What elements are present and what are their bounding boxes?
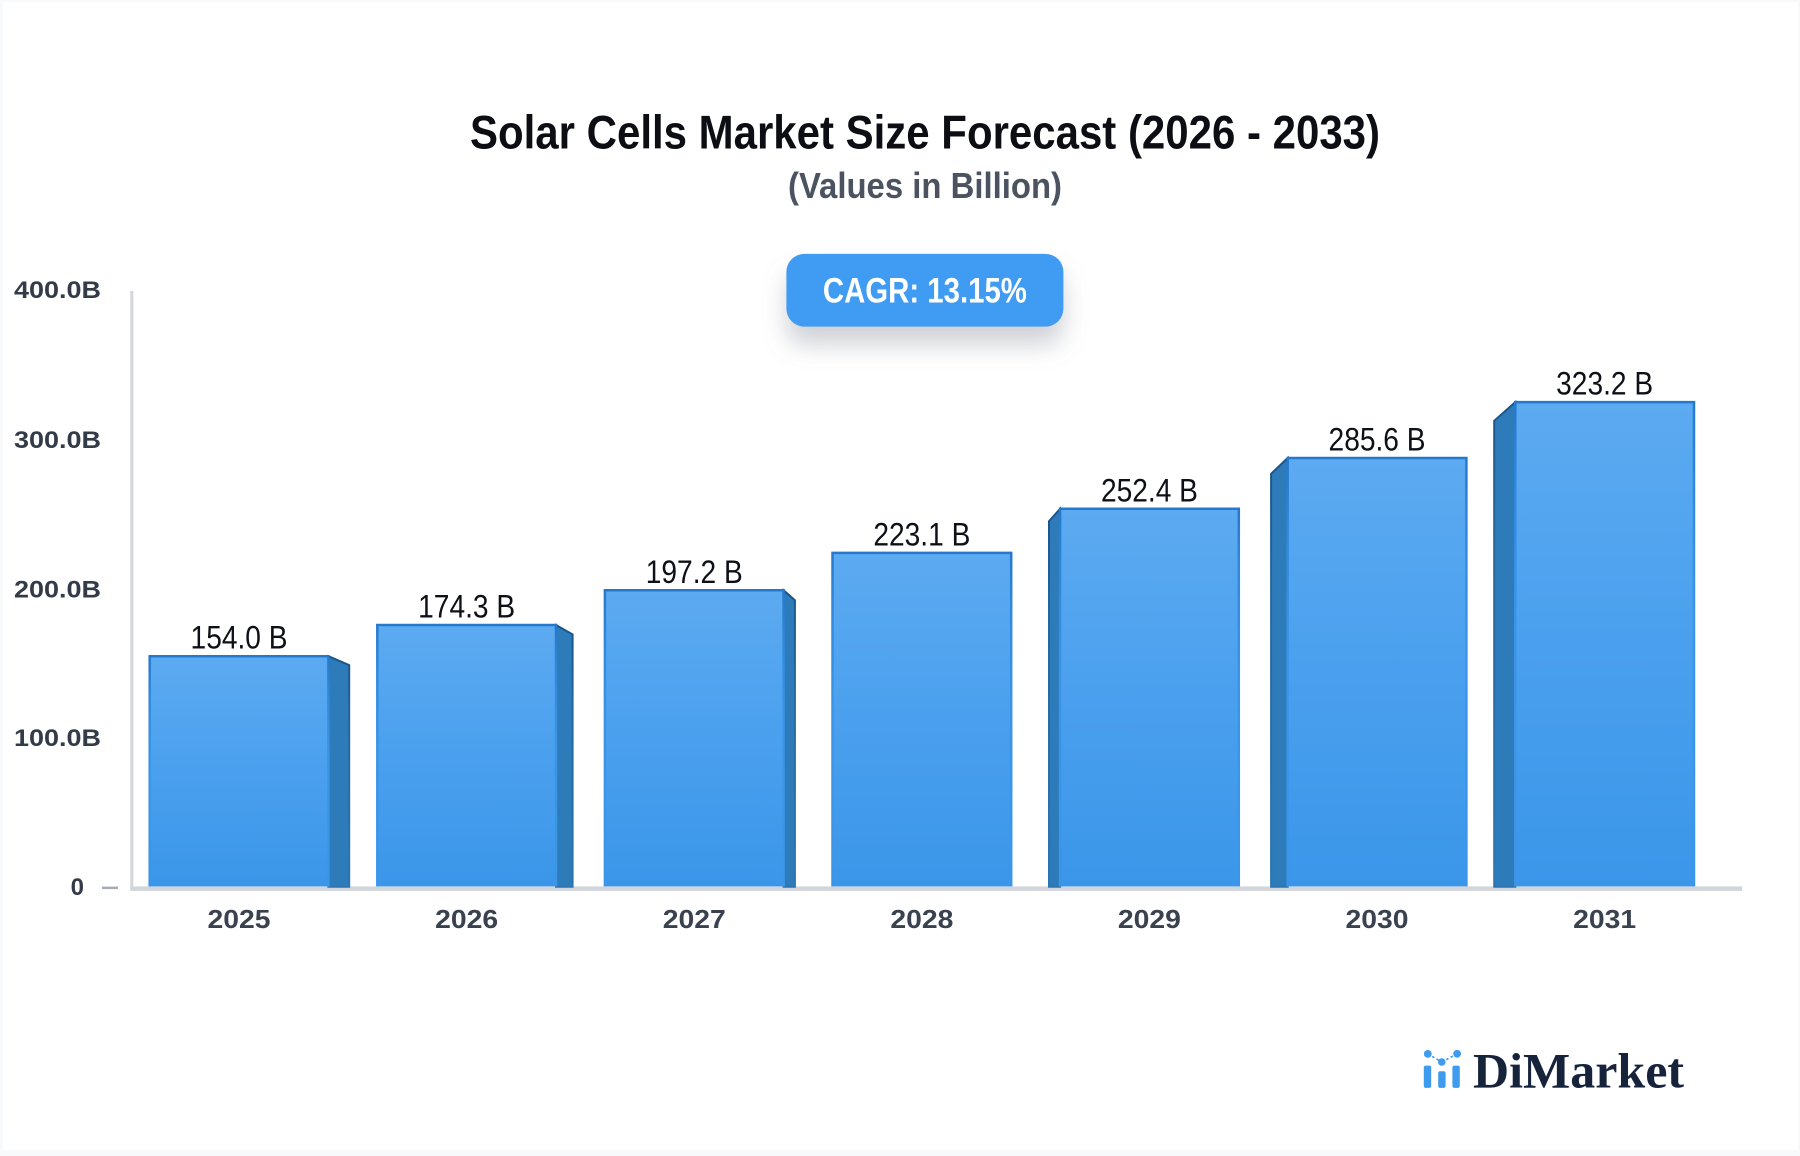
svg-text:0: 0 bbox=[71, 874, 84, 901]
svg-text:200.0B: 200.0B bbox=[14, 576, 101, 603]
svg-text:400.0B: 400.0B bbox=[14, 277, 101, 304]
svg-text:252.4 B: 252.4 B bbox=[1101, 472, 1198, 508]
svg-text:CAGR: 13.15%: CAGR: 13.15% bbox=[823, 271, 1027, 310]
svg-text:223.1 B: 223.1 B bbox=[873, 516, 970, 552]
svg-text:2031: 2031 bbox=[1573, 904, 1636, 934]
svg-text:DiMarket: DiMarket bbox=[1473, 1043, 1684, 1099]
svg-text:285.6 B: 285.6 B bbox=[1329, 422, 1426, 458]
svg-text:300.0B: 300.0B bbox=[14, 427, 101, 454]
svg-text:2026: 2026 bbox=[435, 904, 498, 934]
svg-text:(Values in Billion): (Values in Billion) bbox=[788, 165, 1062, 206]
svg-text:323.2 B: 323.2 B bbox=[1556, 366, 1653, 402]
svg-text:2025: 2025 bbox=[208, 904, 271, 934]
svg-text:100.0B: 100.0B bbox=[14, 725, 101, 752]
svg-text:197.2 B: 197.2 B bbox=[646, 554, 743, 590]
svg-text:2029: 2029 bbox=[1118, 904, 1181, 934]
svg-text:2027: 2027 bbox=[663, 904, 726, 934]
svg-text:154.0 B: 154.0 B bbox=[191, 620, 288, 656]
svg-text:Solar Cells Market Size Foreca: Solar Cells Market Size Forecast (2026 -… bbox=[470, 105, 1380, 158]
svg-text:2030: 2030 bbox=[1346, 904, 1409, 934]
svg-text:2028: 2028 bbox=[890, 904, 953, 934]
svg-text:174.3 B: 174.3 B bbox=[418, 589, 515, 625]
